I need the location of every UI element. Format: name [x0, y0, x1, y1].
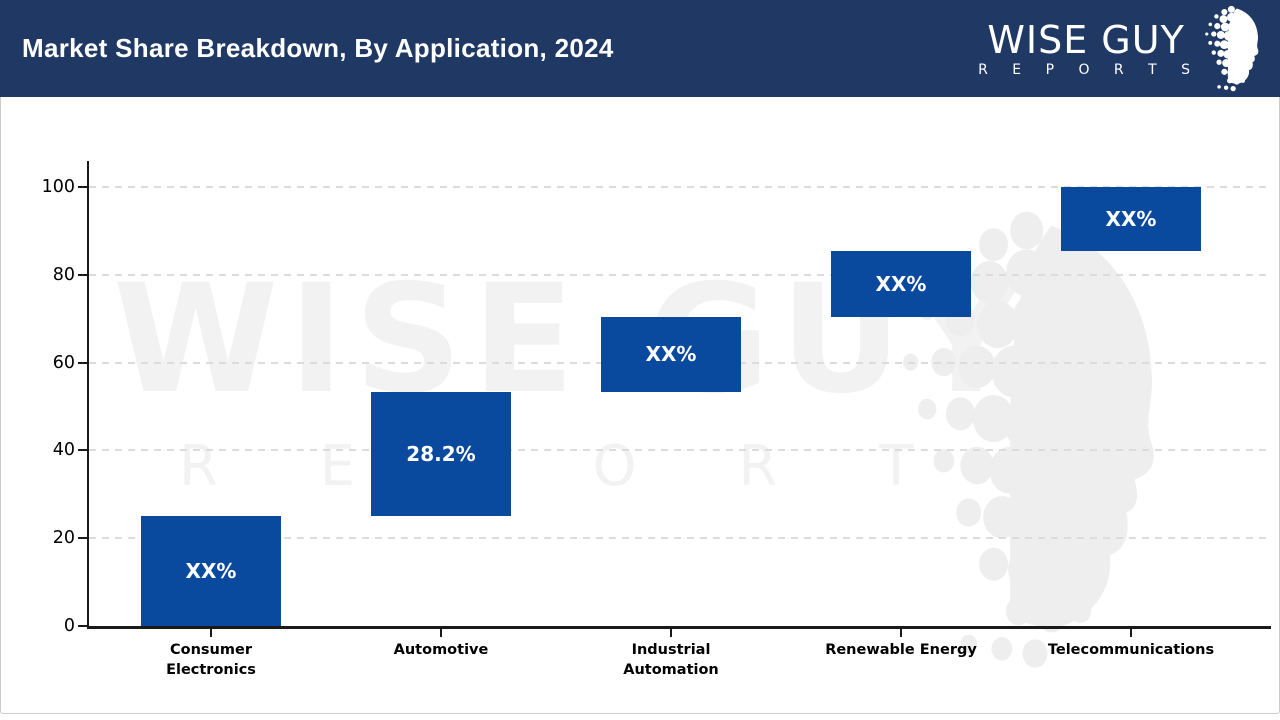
gridline — [89, 186, 1271, 188]
y-axis-tick — [78, 537, 87, 540]
bar: XX% — [1061, 187, 1201, 252]
x-axis-label-line: Electronics — [166, 662, 256, 678]
gridline — [89, 537, 1271, 540]
x-axis-line — [87, 626, 1271, 629]
x-axis-label-line: Automation — [623, 662, 719, 678]
x-axis-tick — [440, 629, 442, 637]
brand-text: WISE GUY R E P O R T S — [972, 21, 1200, 77]
x-axis-tick — [210, 629, 212, 637]
y-axis-tick — [78, 273, 87, 276]
chart-area: WISE GUY R E P O R T S XX% 28.2% XX% XX% XX%… — [0, 97, 1280, 714]
bar-value-label: XX% — [185, 558, 237, 583]
y-axis-tick-label: 80 — [52, 264, 75, 285]
x-axis-label: Renewable Energy — [791, 640, 1011, 660]
gridline — [89, 273, 1271, 276]
x-axis-label-line: Renewable Energy — [825, 642, 977, 658]
x-axis-label: Automotive — [331, 640, 551, 660]
bar: XX% — [141, 515, 281, 626]
y-axis-tick-label: 40 — [52, 440, 75, 461]
brand-name: WISE GUY — [987, 18, 1185, 62]
bar-value-label: XX% — [1105, 207, 1157, 232]
wise-guy-logo: WISE GUY R E P O R T S — [972, 4, 1268, 94]
x-axis-label-line: Industrial — [631, 642, 711, 658]
y-axis-tick-label: 60 — [52, 352, 75, 373]
page-title: Market Share Breakdown, By Application, … — [22, 33, 614, 63]
bar-value-label: XX% — [875, 272, 927, 297]
y-axis-tick-label: 100 — [41, 177, 75, 197]
gridline — [89, 449, 1271, 452]
plot: XX% 28.2% XX% XX% XX% 0 20 40 60 80 100 Consumer Ele… — [1, 97, 1279, 713]
bar-value-label: XX% — [645, 342, 697, 367]
x-axis-label-line: Consumer — [170, 642, 252, 658]
brand-subtitle: R E P O R T S — [978, 62, 1200, 78]
x-axis-tick — [900, 629, 902, 637]
x-axis-label: Industrial Automation — [561, 640, 781, 680]
y-axis-tick — [78, 625, 87, 627]
y-axis-tick — [78, 449, 87, 452]
bar: XX% — [601, 316, 741, 392]
x-axis-tick — [670, 629, 672, 637]
y-axis-tick-label: 20 — [52, 528, 75, 549]
x-axis-label-line: Telecommunications — [1047, 642, 1215, 658]
x-axis-label: Telecommunications — [1021, 640, 1241, 660]
x-axis-label-line: Automotive — [393, 642, 489, 658]
x-axis-tick — [1130, 629, 1132, 637]
y-axis-tick — [78, 361, 87, 364]
x-axis-label: Consumer Electronics — [101, 640, 321, 680]
y-axis-tick — [78, 186, 87, 188]
y-axis-line — [87, 161, 89, 629]
bar: XX% — [831, 251, 971, 317]
bar-value-label: 28.2% — [406, 441, 476, 466]
bar: 28.2% — [371, 392, 511, 516]
y-axis-tick-label: 0 — [63, 616, 75, 636]
header-bar: Market Share Breakdown, By Application, … — [0, 0, 1280, 97]
